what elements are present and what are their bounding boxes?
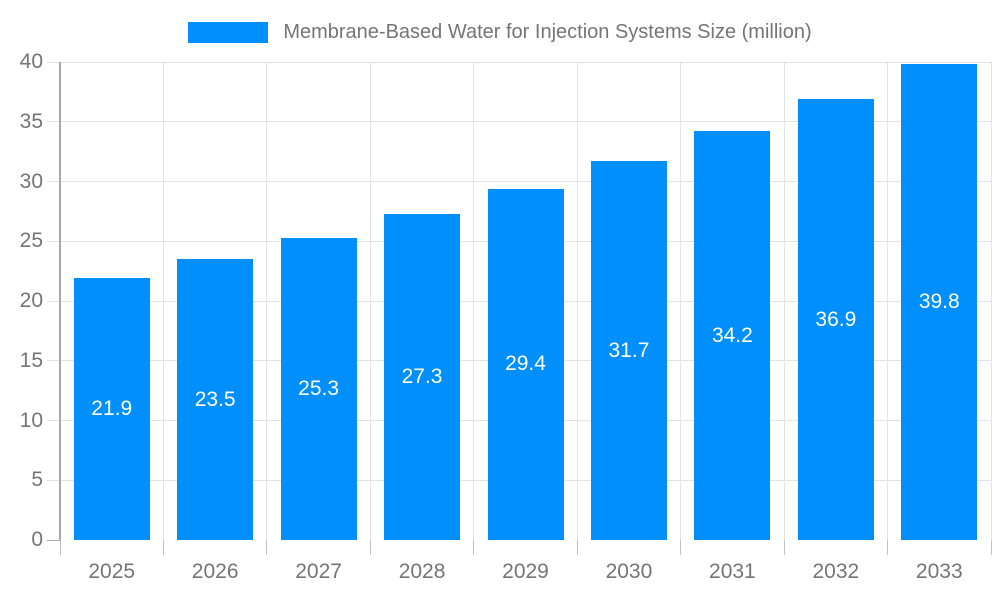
x-axis-tick: [990, 540, 992, 555]
h-gridline: [60, 181, 991, 182]
v-gridline: [990, 62, 992, 540]
x-tick-label: 2032: [812, 560, 860, 583]
y-axis-tick: [47, 420, 60, 421]
x-axis-tick: [783, 540, 785, 555]
x-axis-tick: [680, 540, 682, 555]
legend-label: Membrane-Based Water for Injection Syste…: [283, 21, 812, 43]
bar-value-label: 36.9: [815, 307, 857, 331]
v-gridline: [162, 62, 164, 540]
bar[interactable]: [177, 259, 254, 540]
bar-value-label: 25.3: [298, 376, 340, 400]
v-gridline: [473, 62, 475, 540]
bar-value-label: 29.4: [505, 352, 546, 376]
x-axis-tick: [576, 540, 578, 555]
x-axis-tick: [369, 540, 371, 555]
bar-value-label: 31.7: [608, 338, 650, 362]
y-tick-label: 25: [19, 229, 43, 253]
x-tick-label: 2026: [191, 560, 239, 583]
v-gridline: [576, 62, 578, 540]
y-axis-tick: [47, 61, 60, 63]
bar[interactable]: [487, 188, 564, 540]
bar[interactable]: [280, 237, 357, 540]
y-tick-label: 0: [31, 528, 43, 551]
x-axis-tick: [162, 540, 164, 555]
bar-value-label: 27.3: [401, 364, 443, 388]
x-tick-label: 2030: [605, 560, 653, 583]
v-gridline: [369, 62, 371, 540]
y-tick-label: 10: [19, 408, 43, 432]
bar[interactable]: [797, 99, 874, 540]
bar-value-label: 23.5: [194, 387, 236, 411]
x-tick-label: 2027: [295, 560, 342, 583]
y-axis-tick: [47, 181, 60, 182]
y-axis-tick: [47, 539, 60, 541]
y-axis-tick: [47, 121, 60, 123]
x-axis-tick: [473, 540, 475, 555]
x-tick-label: 2033: [915, 560, 963, 583]
y-axis-line: [59, 62, 61, 540]
plot-area: 0 5 10 15 20 25 30 35 40 21.9 2025 23.5 2026 25.3 2027…: [20, 51, 992, 583]
y-axis-tick: [47, 479, 60, 481]
y-tick-label: 40: [19, 50, 43, 73]
y-tick-label: 5: [31, 468, 43, 492]
x-tick-label: 2031: [709, 560, 756, 583]
x-axis-tick: [59, 540, 61, 555]
bar[interactable]: [901, 64, 978, 540]
h-gridline: [60, 61, 991, 63]
v-gridline: [783, 62, 785, 540]
v-gridline: [680, 62, 682, 540]
bar[interactable]: [694, 131, 771, 540]
x-axis-tick: [266, 540, 268, 555]
bar-value-label: 34.2: [711, 323, 753, 347]
v-gridline: [887, 62, 889, 540]
y-tick-label: 15: [19, 348, 43, 372]
v-gridline: [266, 62, 268, 540]
y-axis-tick: [47, 360, 60, 362]
legend-swatch: [188, 21, 269, 43]
chart-legend[interactable]: Membrane-Based Water for Injection Syste…: [0, 18, 1000, 46]
x-tick-label: 2029: [502, 560, 549, 583]
y-tick-label: 35: [19, 109, 43, 133]
y-tick-label: 30: [19, 169, 43, 193]
bar[interactable]: [590, 161, 667, 540]
bar[interactable]: [384, 213, 461, 540]
x-tick-label: 2028: [398, 560, 446, 583]
h-gridline: [60, 121, 991, 123]
y-tick-label: 20: [19, 289, 43, 312]
bar[interactable]: [73, 278, 150, 540]
x-tick-label: 2025: [88, 560, 136, 583]
y-axis-tick: [47, 300, 60, 302]
bar-value-label: 21.9: [91, 397, 133, 421]
y-axis-tick: [47, 240, 60, 242]
x-axis-tick: [887, 540, 889, 555]
bar-value-label: 39.8: [918, 290, 960, 314]
